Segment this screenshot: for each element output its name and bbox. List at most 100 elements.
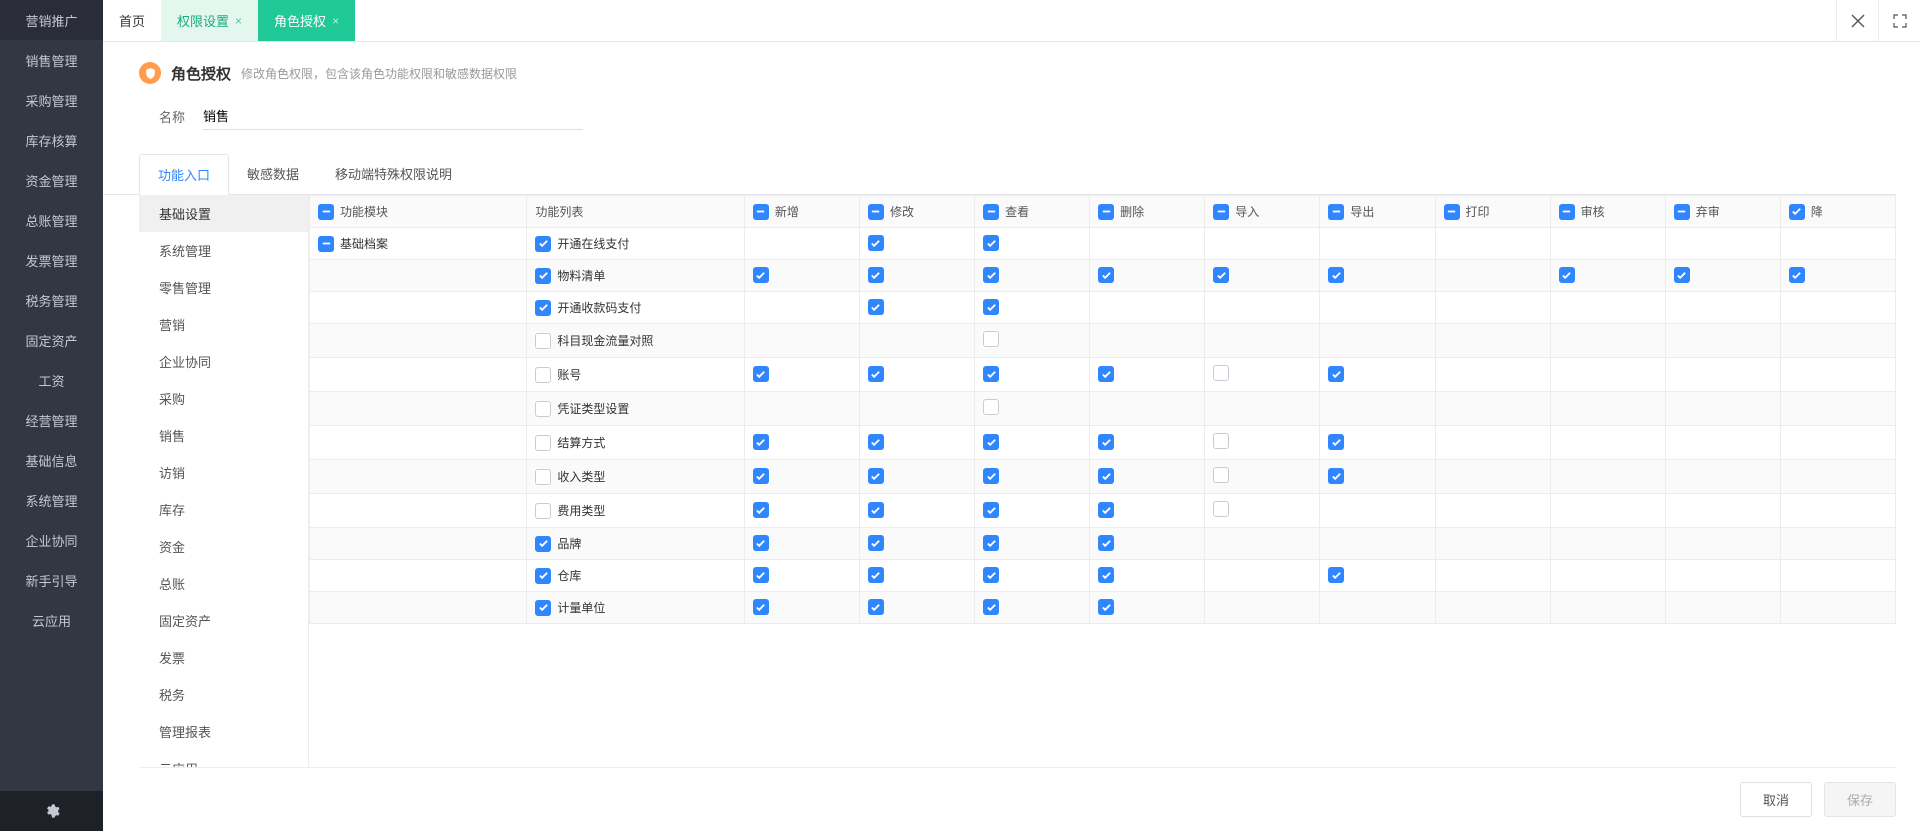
permission-cell[interactable]	[1550, 228, 1665, 260]
permission-cell[interactable]	[1205, 392, 1320, 426]
permission-cell[interactable]	[744, 392, 859, 426]
permission-cell[interactable]	[1320, 392, 1435, 426]
checkbox-empty[interactable]	[1213, 365, 1229, 381]
permission-cell[interactable]	[744, 260, 859, 292]
checkbox-empty[interactable]	[1213, 433, 1229, 449]
permission-cell[interactable]	[1780, 228, 1895, 260]
checkbox-full[interactable]	[983, 535, 999, 551]
role-name-input[interactable]	[203, 102, 583, 130]
permission-cell[interactable]	[744, 228, 859, 260]
permission-cell[interactable]	[1205, 292, 1320, 324]
permission-cell[interactable]	[859, 592, 974, 624]
checkbox-empty[interactable]	[1213, 501, 1229, 517]
permission-cell[interactable]	[1780, 358, 1895, 392]
permission-cell[interactable]	[1090, 324, 1205, 358]
permission-cell[interactable]	[1320, 292, 1435, 324]
checkbox-full[interactable]	[868, 567, 884, 583]
checkbox-full[interactable]	[983, 366, 999, 382]
permission-cell[interactable]	[1435, 592, 1550, 624]
checkbox-full[interactable]	[983, 299, 999, 315]
permission-cell[interactable]	[744, 494, 859, 528]
permission-cell[interactable]	[859, 494, 974, 528]
permission-cell[interactable]	[1780, 260, 1895, 292]
checkbox-full[interactable]	[753, 434, 769, 450]
checkbox-empty[interactable]	[535, 435, 551, 451]
checkbox-full[interactable]	[868, 299, 884, 315]
checkbox-minus[interactable]	[318, 236, 334, 252]
checkbox-full[interactable]	[535, 600, 551, 616]
checkbox-full[interactable]	[1789, 267, 1805, 283]
sidebar-item[interactable]: 税务管理	[0, 280, 103, 320]
permission-cell[interactable]	[1205, 228, 1320, 260]
permission-cell[interactable]	[859, 392, 974, 426]
permission-cell[interactable]	[1435, 528, 1550, 560]
permission-cell[interactable]	[1090, 592, 1205, 624]
save-button[interactable]: 保存	[1824, 782, 1896, 817]
permission-cell[interactable]	[1665, 560, 1780, 592]
checkbox-full[interactable]	[1098, 567, 1114, 583]
permission-cell[interactable]	[1665, 392, 1780, 426]
permission-cell[interactable]	[1780, 494, 1895, 528]
permission-cell[interactable]	[1435, 260, 1550, 292]
checkbox-full[interactable]	[535, 236, 551, 252]
tab-close-icon[interactable]: ×	[235, 14, 242, 28]
permission-cell[interactable]	[1550, 460, 1665, 494]
permission-cell[interactable]	[1665, 324, 1780, 358]
permission-cell[interactable]	[975, 392, 1090, 426]
checkbox-empty[interactable]	[983, 331, 999, 347]
permission-cell[interactable]	[744, 324, 859, 358]
checkbox-minus[interactable]	[983, 204, 999, 220]
checkbox-full[interactable]	[1328, 434, 1344, 450]
checkbox-full[interactable]	[868, 535, 884, 551]
module-item[interactable]: 零售管理	[139, 269, 308, 306]
permission-cell[interactable]	[1665, 358, 1780, 392]
permission-cell[interactable]	[1435, 460, 1550, 494]
checkbox-empty[interactable]	[535, 333, 551, 349]
permission-cell[interactable]	[1320, 426, 1435, 460]
checkbox-full[interactable]	[753, 468, 769, 484]
module-item[interactable]: 采购	[139, 380, 308, 417]
permission-cell[interactable]	[1550, 292, 1665, 324]
top-tab[interactable]: 角色授权×	[258, 0, 355, 41]
checkbox-full[interactable]	[983, 267, 999, 283]
permission-cell[interactable]	[1205, 260, 1320, 292]
checkbox-full[interactable]	[1328, 366, 1344, 382]
checkbox-full[interactable]	[1559, 267, 1575, 283]
permission-cell[interactable]	[1665, 292, 1780, 324]
permission-cell[interactable]	[1665, 494, 1780, 528]
checkbox-full[interactable]	[753, 599, 769, 615]
checkbox-minus[interactable]	[1328, 204, 1344, 220]
permission-cell[interactable]	[744, 426, 859, 460]
sidebar-item[interactable]: 销售管理	[0, 40, 103, 80]
permission-cell[interactable]	[1320, 460, 1435, 494]
permission-cell[interactable]	[975, 324, 1090, 358]
permission-cell[interactable]	[1320, 494, 1435, 528]
sidebar-item[interactable]: 云应用	[0, 600, 103, 640]
module-item[interactable]: 资金	[139, 528, 308, 565]
permission-cell[interactable]	[1665, 460, 1780, 494]
permission-cell[interactable]	[1090, 292, 1205, 324]
checkbox-full[interactable]	[753, 267, 769, 283]
permission-cell[interactable]	[1780, 560, 1895, 592]
checkbox-full[interactable]	[753, 567, 769, 583]
permission-cell[interactable]	[1780, 426, 1895, 460]
checkbox-empty[interactable]	[1213, 467, 1229, 483]
permission-cell[interactable]	[744, 292, 859, 324]
checkbox-minus[interactable]	[1444, 204, 1460, 220]
checkbox-full[interactable]	[1098, 535, 1114, 551]
checkbox-minus[interactable]	[1674, 204, 1690, 220]
permission-cell[interactable]	[1090, 528, 1205, 560]
permission-cell[interactable]	[1550, 494, 1665, 528]
permission-cell[interactable]	[1205, 324, 1320, 358]
checkbox-full[interactable]	[753, 535, 769, 551]
checkbox-full[interactable]	[868, 502, 884, 518]
checkbox-full[interactable]	[868, 599, 884, 615]
checkbox-full[interactable]	[1328, 267, 1344, 283]
permission-cell[interactable]	[975, 358, 1090, 392]
permission-cell[interactable]	[975, 460, 1090, 494]
checkbox-full[interactable]	[983, 468, 999, 484]
permission-cell[interactable]	[1550, 392, 1665, 426]
checkbox-full[interactable]	[1328, 567, 1344, 583]
checkbox-full[interactable]	[868, 235, 884, 251]
sidebar-item[interactable]: 系统管理	[0, 480, 103, 520]
